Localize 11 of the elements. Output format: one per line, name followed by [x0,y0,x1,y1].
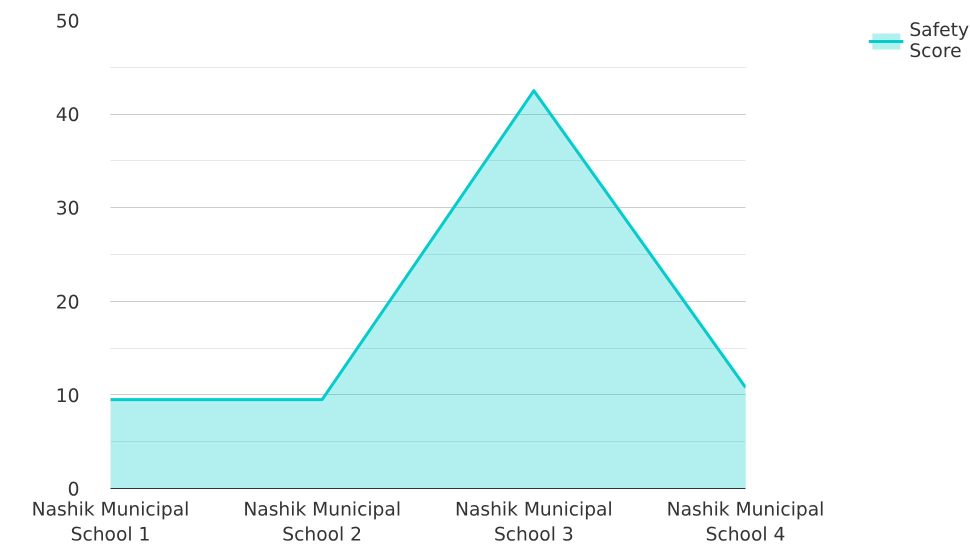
y-tick-label: 10 [56,386,80,407]
y-tick-label: 30 [56,198,80,220]
x-tick-label: Nashik Municipal School 4 [666,500,824,546]
y-tick-label: 20 [56,292,80,314]
y-tick-label: 50 [56,12,80,32]
x-tick-label: Nashik Municipal School 1 [32,500,190,546]
x-tick-label: Nashik Municipal School 2 [243,500,402,546]
x-tick-label: Nashik Municipal School 3 [454,500,613,546]
y-tick-label: 40 [56,105,80,126]
y-tick-label: 0 [68,480,80,500]
legend-label: Safety Score [909,20,969,62]
